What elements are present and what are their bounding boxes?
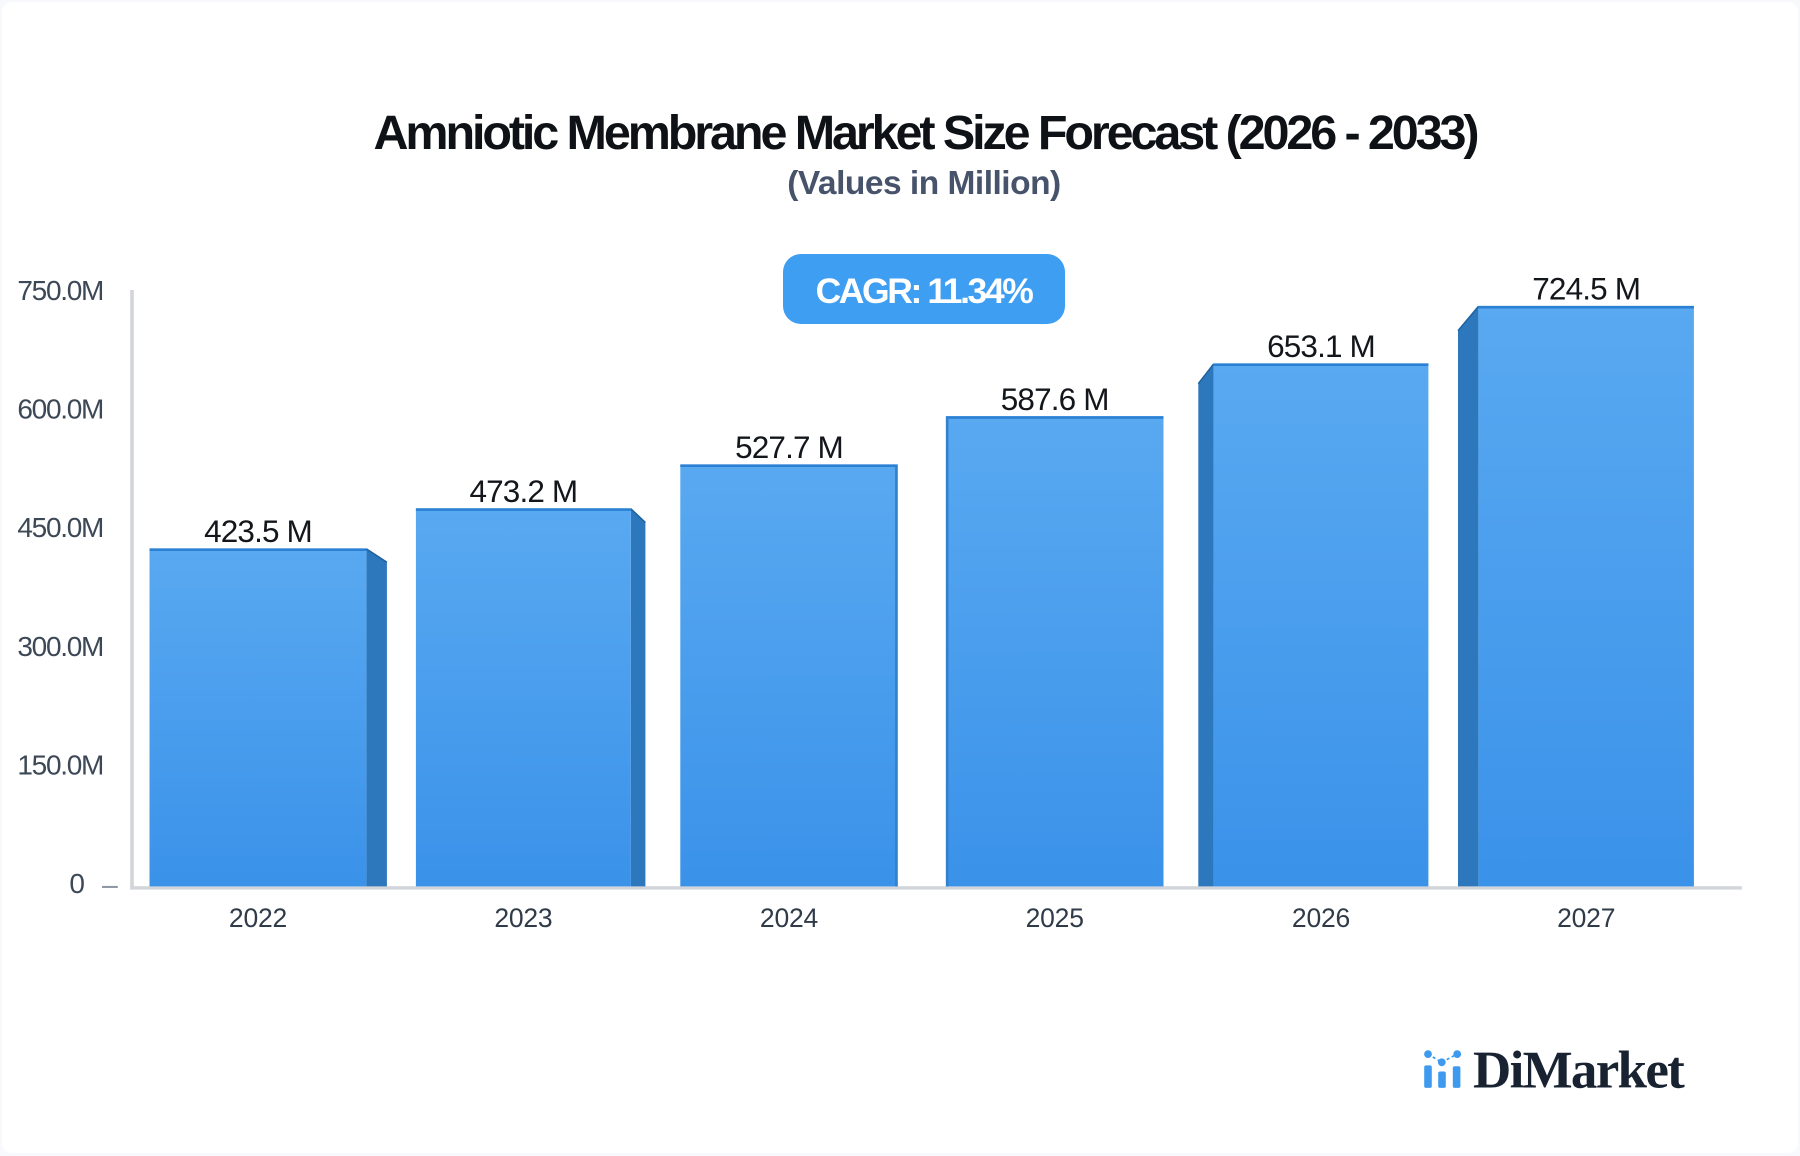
svg-text:DiMarket: DiMarket [1473,1042,1685,1100]
svg-text:150.0M: 150.0M [17,750,103,781]
svg-text:2025: 2025 [1026,903,1084,933]
svg-text:Amniotic Membrane Market Size: Amniotic Membrane Market Size Forecast (… [374,106,1478,160]
svg-text:473.2 M: 473.2 M [469,473,577,509]
svg-text:450.0M: 450.0M [17,512,103,543]
svg-text:2023: 2023 [494,903,552,933]
svg-text:2024: 2024 [760,903,818,933]
svg-text:724.5 M: 724.5 M [1532,271,1640,307]
svg-text:653.1 M: 653.1 M [1267,328,1375,364]
svg-text:300.0M: 300.0M [17,631,103,662]
svg-text:CAGR: 11.34%: CAGR: 11.34% [816,271,1034,311]
svg-text:600.0M: 600.0M [17,393,103,424]
svg-text:423.5 M: 423.5 M [204,513,312,549]
svg-text:2026: 2026 [1292,903,1350,933]
svg-text:(Values in Million): (Values in Million) [787,165,1060,202]
svg-text:2022: 2022 [229,903,287,933]
svg-text:0: 0 [69,868,85,899]
svg-text:2027: 2027 [1557,903,1615,933]
svg-text:587.6 M: 587.6 M [1001,381,1109,417]
svg-text:527.7 M: 527.7 M [735,429,843,465]
svg-text:750.0M: 750.0M [17,275,103,306]
